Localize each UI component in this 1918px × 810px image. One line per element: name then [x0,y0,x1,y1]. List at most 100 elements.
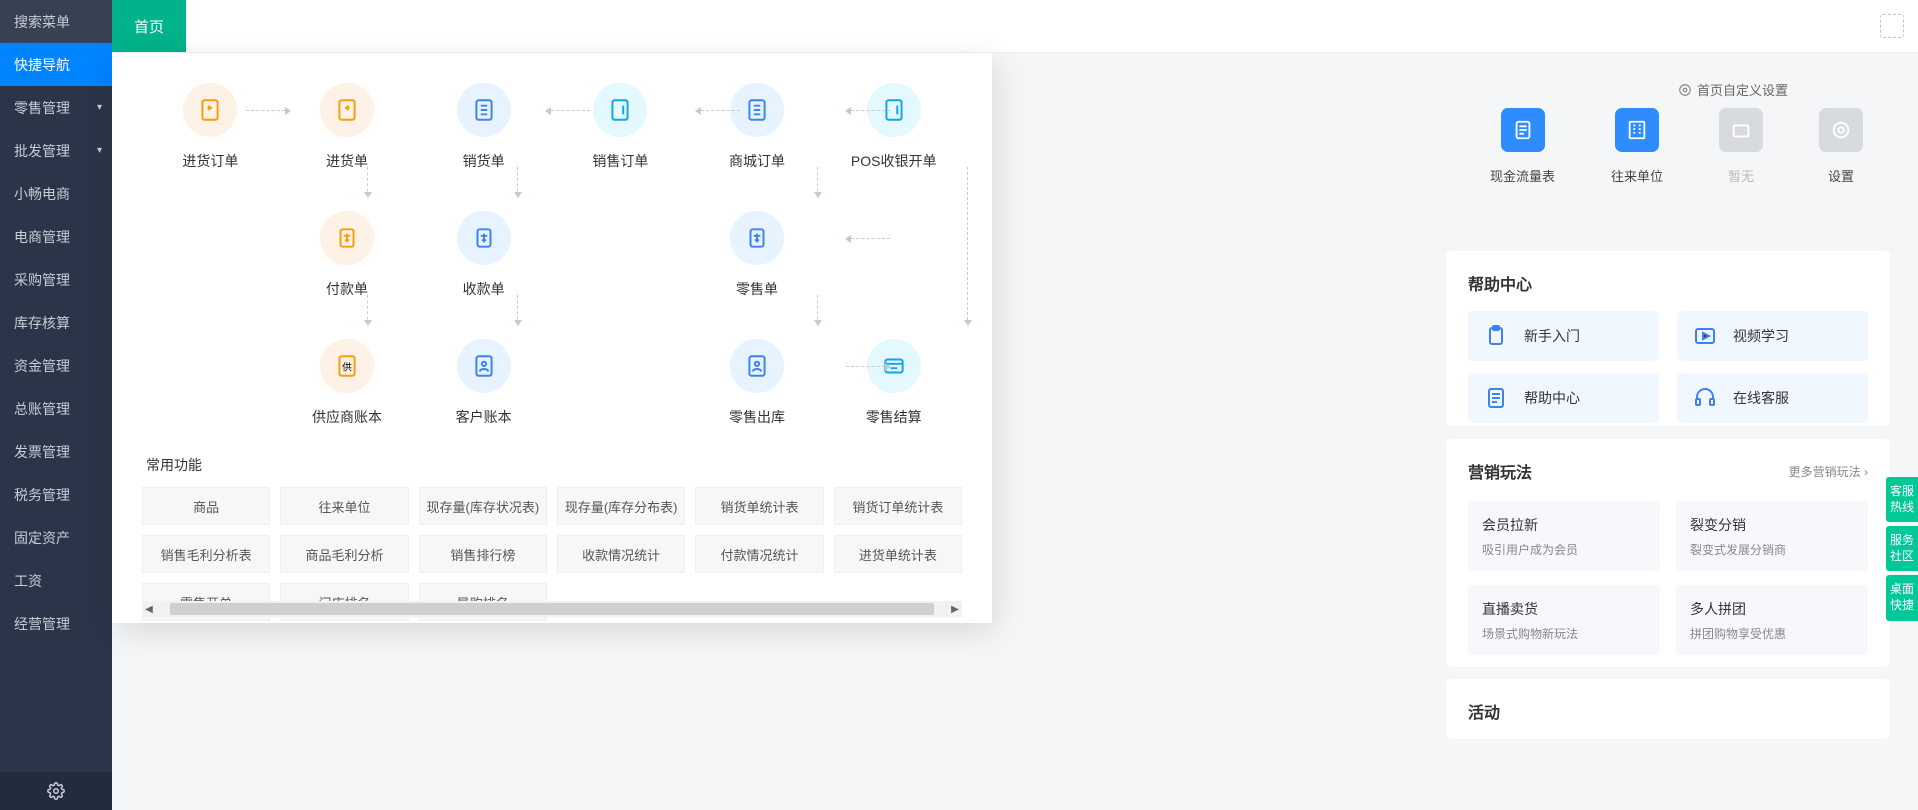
help-item-1[interactable]: 视频学习 [1677,311,1868,361]
flow-cell[interactable]: 进货单 [279,83,416,181]
flow-label: 零售单 [736,279,778,299]
marketing-item-title: 多人拼团 [1690,599,1854,619]
flow-cell[interactable]: 进货订单 [142,83,279,181]
marketing-item-0[interactable]: 会员拉新吸引用户成为会员 [1468,501,1660,571]
fn-btn-7[interactable]: 商品毛利分析 [280,535,408,573]
tab-home[interactable]: 首页 [112,0,186,52]
customize-link[interactable]: 首页自定义设置 [1678,80,1788,99]
sidebar-item-13[interactable]: 工资 [0,559,112,602]
sidebar-item-0[interactable]: 搜索菜单 [0,0,112,43]
fullscreen-icon[interactable] [1880,14,1904,38]
fn-btn-label: 商品 [193,497,219,516]
flow-row1: 进货订单 进货单销货单销售订单 商城订单POS收银开单 [142,83,962,181]
sidebar-item-10[interactable]: 发票管理 [0,430,112,473]
customize-label: 首页自定义设置 [1697,80,1788,99]
fn-btn-5[interactable]: 销货订单统计表 [834,487,962,525]
flow-cell[interactable]: 供供应商账本 [279,339,416,437]
sidebar-item-8[interactable]: 资金管理 [0,344,112,387]
headset-icon [1693,386,1717,410]
sidebar-item-5[interactable]: 电商管理 [0,215,112,258]
tile-3[interactable]: 设置 [1819,108,1863,185]
fn-btn-3[interactable]: 现存量(库存分布表) [557,487,685,525]
tile-0[interactable]: 现金流量表 [1490,108,1555,185]
flow-cell[interactable]: 零售出库 [689,339,826,437]
flow-cell[interactable]: POS收银开单 [825,83,962,181]
tile-2[interactable]: 暂无 [1719,108,1763,185]
help-item-3[interactable]: 在线客服 [1677,373,1868,423]
fn-btn-label: 销货订单统计表 [852,497,943,516]
marketing-card: 营销玩法 更多营销玩法 › 会员拉新吸引用户成为会员裂变分销裂变式发展分销商直播… [1446,439,1890,667]
sidebar-item-label: 工资 [14,571,42,591]
sidebar-item-9[interactable]: 总账管理 [0,387,112,430]
fn-btn-11[interactable]: 进货单统计表 [834,535,962,573]
fn-btn-0[interactable]: 商品 [142,487,270,525]
float-tab-0[interactable]: 客服热线 [1886,477,1918,522]
fn-btn-1[interactable]: 往来单位 [280,487,408,525]
tile-1[interactable]: 往来单位 [1611,108,1663,185]
fn-btn-4[interactable]: 销货单统计表 [695,487,823,525]
fn-btn-10[interactable]: 付款情况统计 [695,535,823,573]
fn-btn-2[interactable]: 现存量(库存状况表) [419,487,547,525]
fn-btn-label: 销货单统计表 [720,497,798,516]
help-item-0[interactable]: 新手入门 [1468,311,1659,361]
help-item-label: 帮助中心 [1524,388,1580,408]
marketing-item-2[interactable]: 直播卖货场景式购物新玩法 [1468,585,1660,655]
sidebar-item-6[interactable]: 采购管理 [0,258,112,301]
marketing-item-1[interactable]: 裂变分销裂变式发展分销商 [1676,501,1868,571]
connector [367,167,368,197]
float-tab-2[interactable]: 桌面快捷 [1886,575,1918,620]
flow-row2: 付款单收款单零售单 [142,211,962,309]
marketing-more[interactable]: 更多营销玩法 › [1789,463,1868,480]
sidebar-item-label: 税务管理 [14,485,70,505]
sidebar-item-1[interactable]: 快捷导航 [0,43,112,86]
sidebar-item-14[interactable]: 经营管理 [0,602,112,645]
help-item-2[interactable]: 帮助中心 [1468,373,1659,423]
scroll-right-icon[interactable]: ▶ [948,604,962,615]
flow-cell[interactable]: 收款单 [415,211,552,309]
flow-cell[interactable]: 付款单 [279,211,416,309]
fn-btn-label: 销售排行榜 [450,545,515,564]
scroll-thumb[interactable] [170,603,934,615]
flow-label: 进货订单 [182,151,238,171]
flow-cell[interactable]: 客户账本 [415,339,552,437]
marketing-item-3[interactable]: 多人拼团拼团购物享受优惠 [1676,585,1868,655]
connector [517,167,518,197]
sidebar-settings[interactable] [0,772,112,810]
horizontal-scrollbar[interactable]: ◀ ▶ [142,601,962,617]
sidebar-item-3[interactable]: 批发管理▾ [0,129,112,172]
flow-label: 销售订单 [592,151,648,171]
list-icon [744,97,770,123]
sidebar-item-2[interactable]: 零售管理▾ [0,86,112,129]
connector [967,167,968,325]
flow-cell[interactable]: 销售订单 [552,83,689,181]
sidebar-item-7[interactable]: 库存核算 [0,301,112,344]
sidebar-item-11[interactable]: 税务管理 [0,473,112,516]
fn-btn-8[interactable]: 销售排行榜 [419,535,547,573]
order-in-icon [197,97,223,123]
flow-cell[interactable]: 销货单 [415,83,552,181]
flow-cell[interactable]: 零售单 [689,211,826,309]
marketing-item-sub: 场景式购物新玩法 [1482,625,1646,642]
help-item-label: 新手入门 [1524,326,1580,346]
fn-btn-6[interactable]: 销售毛利分析表 [142,535,270,573]
fn-btn-9[interactable]: 收款情况统计 [557,535,685,573]
float-tab-1[interactable]: 服务社区 [1886,526,1918,571]
money-icon [334,225,360,251]
doc-r-icon [607,97,633,123]
fn-btn-label: 销售毛利分析表 [161,545,252,564]
connector [846,238,890,239]
sidebar-item-12[interactable]: 固定资产 [0,516,112,559]
fn-btn-label: 收款情况统计 [582,545,660,564]
flow-label: 客户账本 [456,407,512,427]
connector [367,295,368,325]
sidebar-item-label: 搜索菜单 [14,12,70,32]
scroll-left-icon[interactable]: ◀ [142,604,156,615]
connector [517,295,518,325]
supplier-icon: 供 [334,353,360,379]
flow-cell[interactable]: 商城订单 [689,83,826,181]
sidebar-item-4[interactable]: 小畅电商 [0,172,112,215]
flow-cell[interactable]: 零售结算 [825,339,962,437]
sidebar-item-label: 经营管理 [14,614,70,634]
activity-card: 活动 [1446,679,1890,739]
common-functions-title: 常用功能 [146,455,962,475]
